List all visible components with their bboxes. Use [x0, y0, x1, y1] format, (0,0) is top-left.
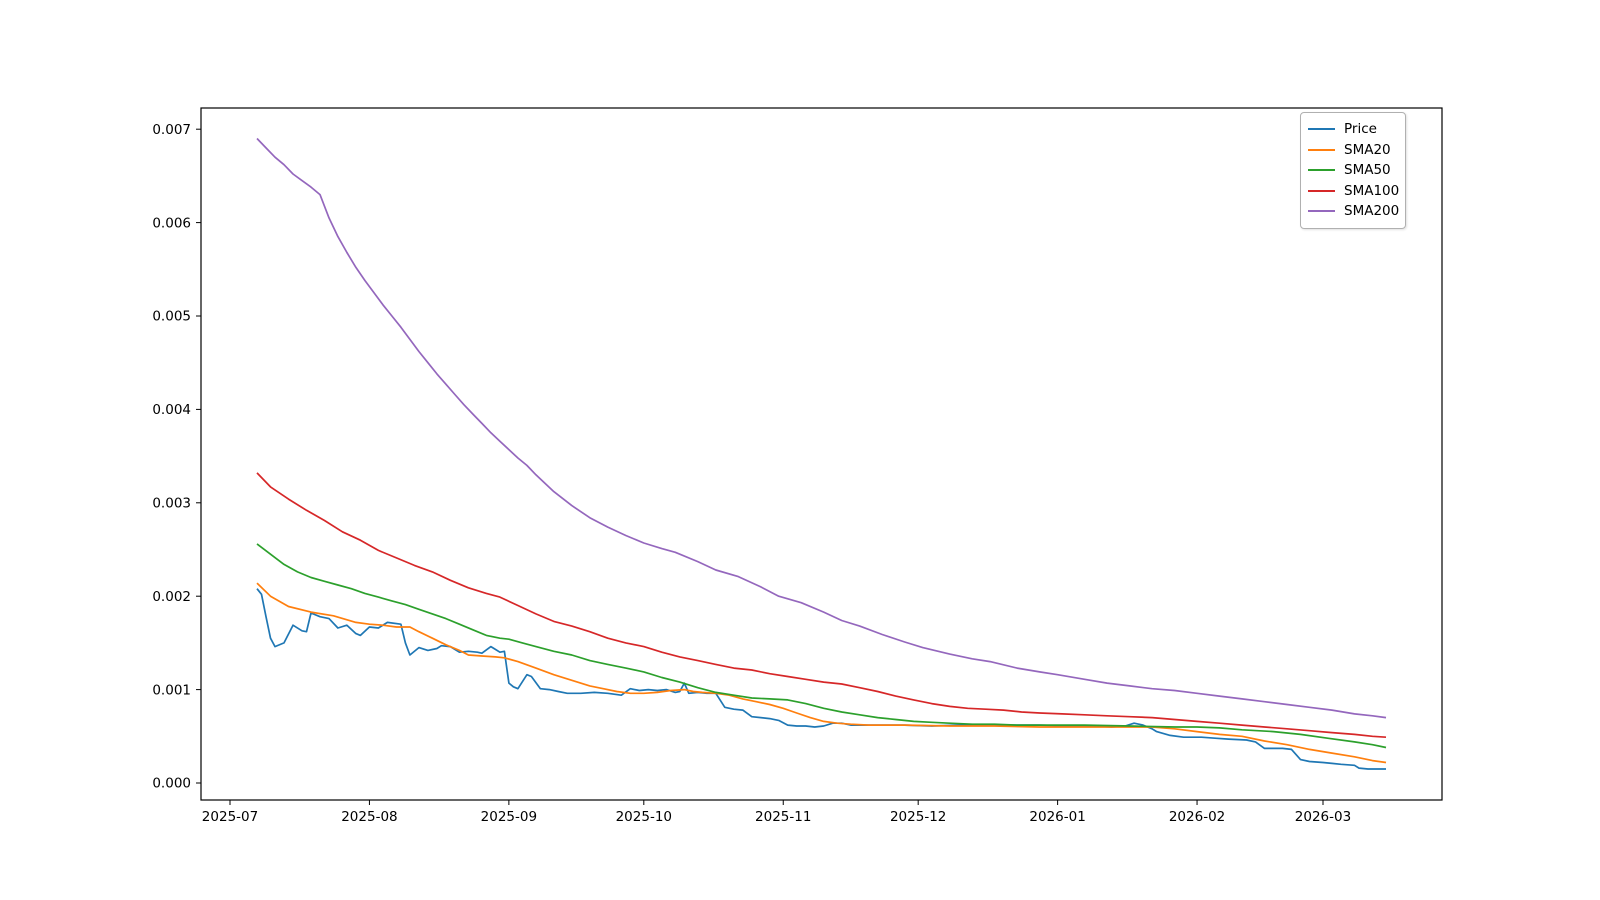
legend-box: Price SMA20 SMA50 SMA100 SMA200 [1300, 112, 1406, 229]
x-tick-label: 2025-08 [341, 809, 397, 825]
legend-line-swatch [1308, 128, 1335, 131]
legend-label: SMA50 [1344, 162, 1391, 179]
y-tick-label: 0.007 [152, 122, 191, 138]
legend-line-swatch [1308, 210, 1335, 213]
legend-entry-sma50: SMA50 [1308, 160, 1397, 181]
series-line-sma20 [256, 582, 1387, 764]
series-line-price [256, 588, 1386, 770]
y-tick-label: 0.002 [152, 589, 191, 605]
series-line-sma200 [256, 137, 1387, 719]
x-tick-label: 2026-01 [1029, 809, 1085, 825]
x-tick-label: 2026-03 [1295, 809, 1351, 825]
legend-label: SMA200 [1344, 203, 1400, 220]
legend-line-swatch [1308, 189, 1335, 192]
y-tick-label: 0.001 [152, 682, 191, 698]
axes-spines [200, 107, 1443, 801]
series-line-sma100 [256, 472, 1387, 739]
legend-entry-sma20: SMA20 [1308, 140, 1397, 161]
x-tick-label: 2025-09 [481, 809, 537, 825]
y-tick-label: 0.003 [152, 496, 191, 512]
legend-entry-sma100: SMA100 [1308, 181, 1400, 202]
y-tick-label: 0.006 [152, 215, 191, 231]
x-tick-label: 2025-12 [890, 809, 946, 825]
legend-line-swatch [1308, 169, 1335, 172]
x-tick-label: 2025-07 [202, 809, 258, 825]
legend-label: Price [1344, 121, 1377, 138]
series-line-sma50 [256, 543, 1387, 749]
legend-entry-sma200: SMA200 [1308, 201, 1400, 222]
x-tick-label: 2025-10 [616, 809, 672, 825]
y-tick-label: 0.004 [152, 402, 191, 418]
legend-line-swatch [1308, 148, 1335, 151]
y-tick-label: 0.000 [152, 776, 191, 792]
legend-label: SMA100 [1344, 182, 1400, 199]
x-tick-label: 2025-11 [755, 809, 811, 825]
x-tick-label: 2026-02 [1169, 809, 1225, 825]
y-tick-label: 0.005 [152, 309, 191, 325]
legend-entry-price: Price [1308, 119, 1397, 140]
legend-label: SMA20 [1344, 141, 1391, 158]
